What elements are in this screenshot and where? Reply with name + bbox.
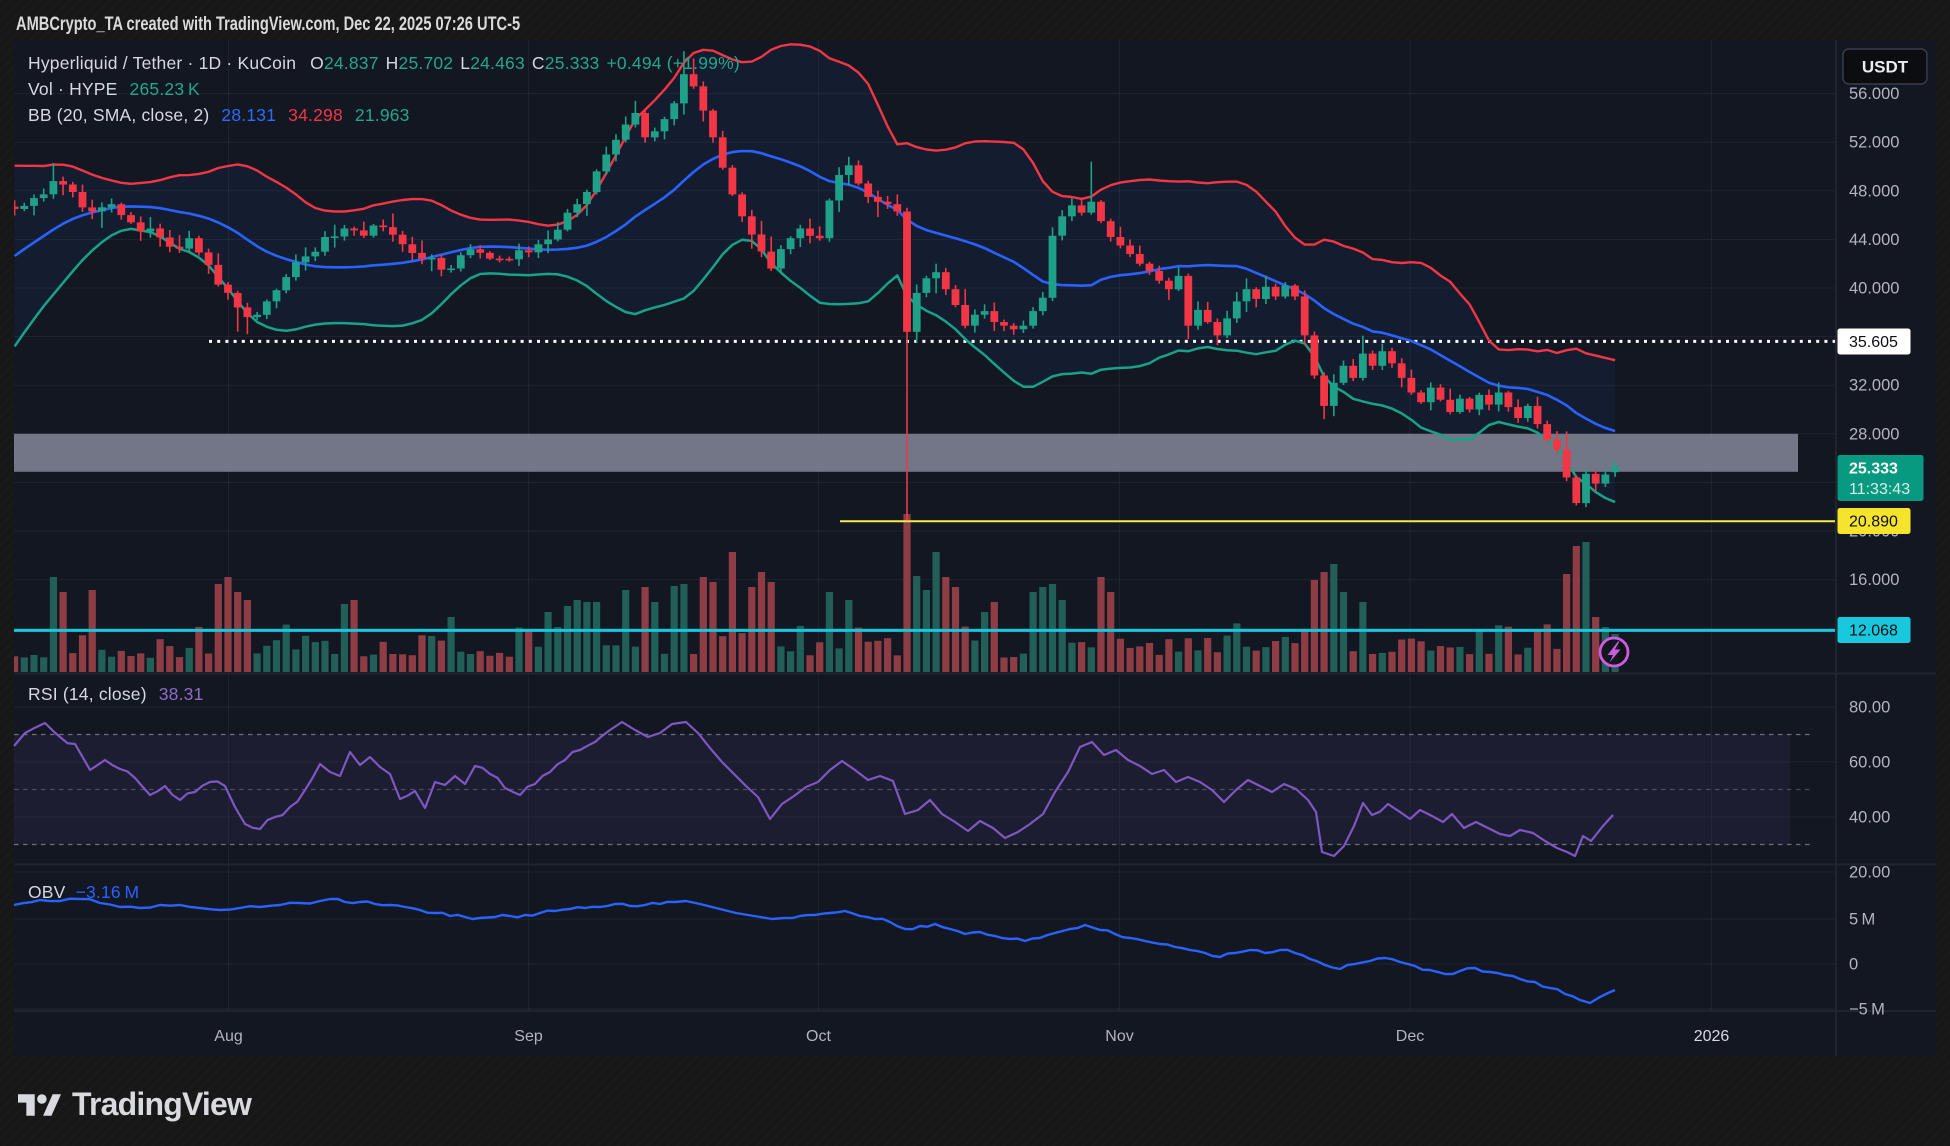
svg-text:44.000: 44.000 bbox=[1849, 231, 1899, 249]
svg-text:−5 M: −5 M bbox=[1849, 1001, 1885, 1019]
svg-text:OBV−3.16 M: OBV −3.16 M bbox=[28, 882, 139, 902]
svg-text:52.000: 52.000 bbox=[1849, 134, 1899, 152]
svg-text:USDT: USDT bbox=[1862, 58, 1909, 77]
svg-text:16.000: 16.000 bbox=[1849, 571, 1899, 589]
svg-text:56.000: 56.000 bbox=[1849, 85, 1899, 103]
svg-text:0: 0 bbox=[1849, 956, 1858, 974]
svg-text:12.068: 12.068 bbox=[1849, 623, 1898, 640]
svg-text:28.000: 28.000 bbox=[1849, 425, 1899, 443]
svg-text:32.000: 32.000 bbox=[1849, 377, 1899, 395]
svg-text:80.00: 80.00 bbox=[1849, 699, 1890, 717]
svg-text:25.333: 25.333 bbox=[1849, 461, 1898, 478]
svg-text:60.00: 60.00 bbox=[1849, 754, 1890, 772]
svg-text:Dec: Dec bbox=[1396, 1028, 1424, 1045]
svg-text:20.00: 20.00 bbox=[1849, 864, 1890, 882]
svg-text:Aug: Aug bbox=[214, 1028, 242, 1045]
svg-text:Nov: Nov bbox=[1105, 1028, 1133, 1045]
svg-text:40.00: 40.00 bbox=[1849, 809, 1890, 827]
svg-text:20.890: 20.890 bbox=[1849, 514, 1898, 531]
svg-text:Sep: Sep bbox=[514, 1028, 543, 1045]
svg-text:5 M: 5 M bbox=[1849, 911, 1875, 929]
svg-text:40.000: 40.000 bbox=[1849, 280, 1899, 298]
svg-text:2026: 2026 bbox=[1694, 1028, 1730, 1045]
svg-text:48.000: 48.000 bbox=[1849, 182, 1899, 200]
svg-text:Oct: Oct bbox=[806, 1028, 831, 1045]
svg-text:35.605: 35.605 bbox=[1849, 334, 1898, 351]
svg-text:11:33:43: 11:33:43 bbox=[1849, 481, 1910, 498]
svg-text:RSI (14, close)38.31: RSI (14, close) 38.31 bbox=[28, 684, 204, 704]
